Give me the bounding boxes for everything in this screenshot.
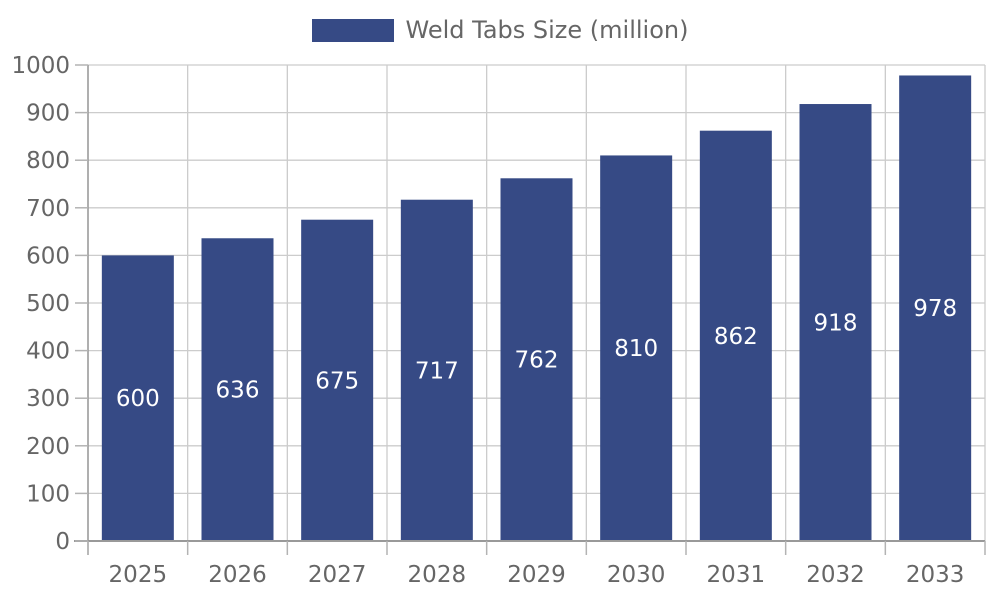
bar-2025 bbox=[101, 255, 174, 541]
y-tick-label: 600 bbox=[26, 243, 70, 269]
y-tick-label: 800 bbox=[26, 148, 70, 174]
bar-2026 bbox=[201, 238, 274, 541]
y-tick-label: 0 bbox=[55, 529, 70, 555]
bar-value-label: 918 bbox=[814, 311, 858, 337]
bar-2031 bbox=[699, 130, 772, 542]
bar-2027 bbox=[301, 219, 374, 541]
y-tick-label: 400 bbox=[26, 339, 70, 365]
x-tick-label: 2030 bbox=[607, 562, 666, 588]
y-tick-label: 900 bbox=[26, 101, 70, 127]
x-tick-label: 2027 bbox=[308, 562, 367, 588]
y-tick-label: 1000 bbox=[11, 53, 70, 79]
bar-2030 bbox=[600, 155, 673, 541]
bar-value-label: 862 bbox=[714, 324, 758, 350]
y-tick-label: 200 bbox=[26, 434, 70, 460]
bar-value-label: 762 bbox=[515, 348, 559, 374]
y-tick-label: 500 bbox=[26, 291, 70, 317]
bar-value-label: 810 bbox=[614, 336, 658, 362]
x-tick-label: 2031 bbox=[707, 562, 766, 588]
x-tick-label: 2029 bbox=[507, 562, 566, 588]
bar-value-label: 978 bbox=[913, 296, 957, 322]
x-tick-label: 2028 bbox=[408, 562, 467, 588]
x-tick-label: 2026 bbox=[208, 562, 267, 588]
y-tick-label: 100 bbox=[26, 481, 70, 507]
bar-2028 bbox=[400, 199, 473, 541]
y-tick-label: 700 bbox=[26, 196, 70, 222]
y-tick-label: 300 bbox=[26, 386, 70, 412]
bar-2032 bbox=[799, 104, 872, 542]
bar-2033 bbox=[899, 75, 972, 542]
bar-value-label: 717 bbox=[415, 358, 459, 384]
bar-value-label: 636 bbox=[216, 378, 260, 404]
bar-value-label: 600 bbox=[116, 386, 160, 412]
x-tick-label: 2033 bbox=[906, 562, 965, 588]
x-tick-label: 2032 bbox=[806, 562, 865, 588]
bar-2029 bbox=[500, 178, 573, 541]
x-tick-label: 2025 bbox=[109, 562, 168, 588]
bar-value-label: 675 bbox=[315, 368, 359, 394]
